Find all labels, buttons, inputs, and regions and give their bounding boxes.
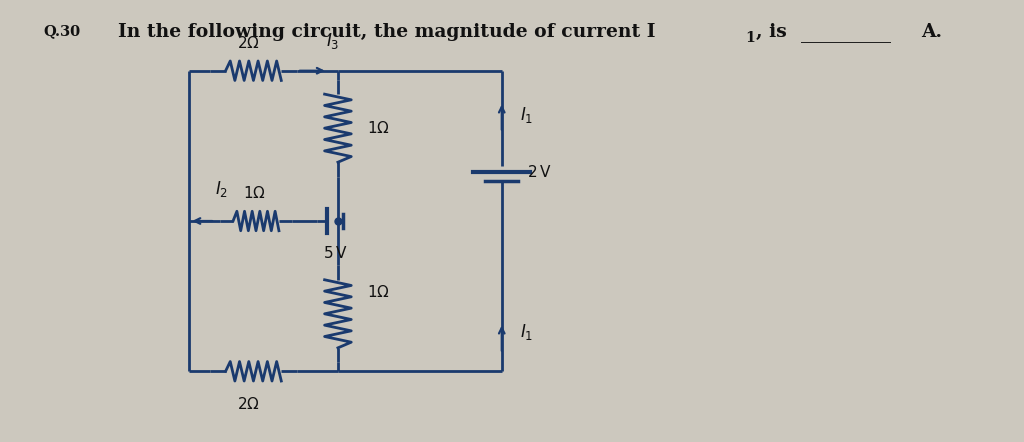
- Text: $2\,\mathrm{V}$: $2\,\mathrm{V}$: [527, 164, 552, 180]
- Text: , is: , is: [756, 23, 786, 41]
- Text: $1\Omega$: $1\Omega$: [243, 185, 265, 201]
- Text: $I_3$: $I_3$: [326, 31, 340, 51]
- Text: Q.30: Q.30: [43, 24, 80, 38]
- Text: A.: A.: [922, 23, 943, 41]
- Text: $1\Omega$: $1\Omega$: [367, 120, 389, 136]
- Text: $I_1$: $I_1$: [520, 321, 534, 342]
- Text: $1\Omega$: $1\Omega$: [367, 284, 389, 300]
- Text: $I_2$: $I_2$: [215, 179, 228, 199]
- Text: $2\Omega$: $2\Omega$: [238, 396, 260, 412]
- Text: __________: __________: [801, 25, 891, 43]
- Text: $2\Omega$: $2\Omega$: [238, 35, 260, 51]
- Text: In the following circuit, the magnitude of current I: In the following circuit, the magnitude …: [118, 23, 655, 41]
- Text: $5\,\mathrm{V}$: $5\,\mathrm{V}$: [323, 245, 347, 261]
- Text: $I_1$: $I_1$: [520, 105, 534, 125]
- Text: 1: 1: [745, 31, 756, 45]
